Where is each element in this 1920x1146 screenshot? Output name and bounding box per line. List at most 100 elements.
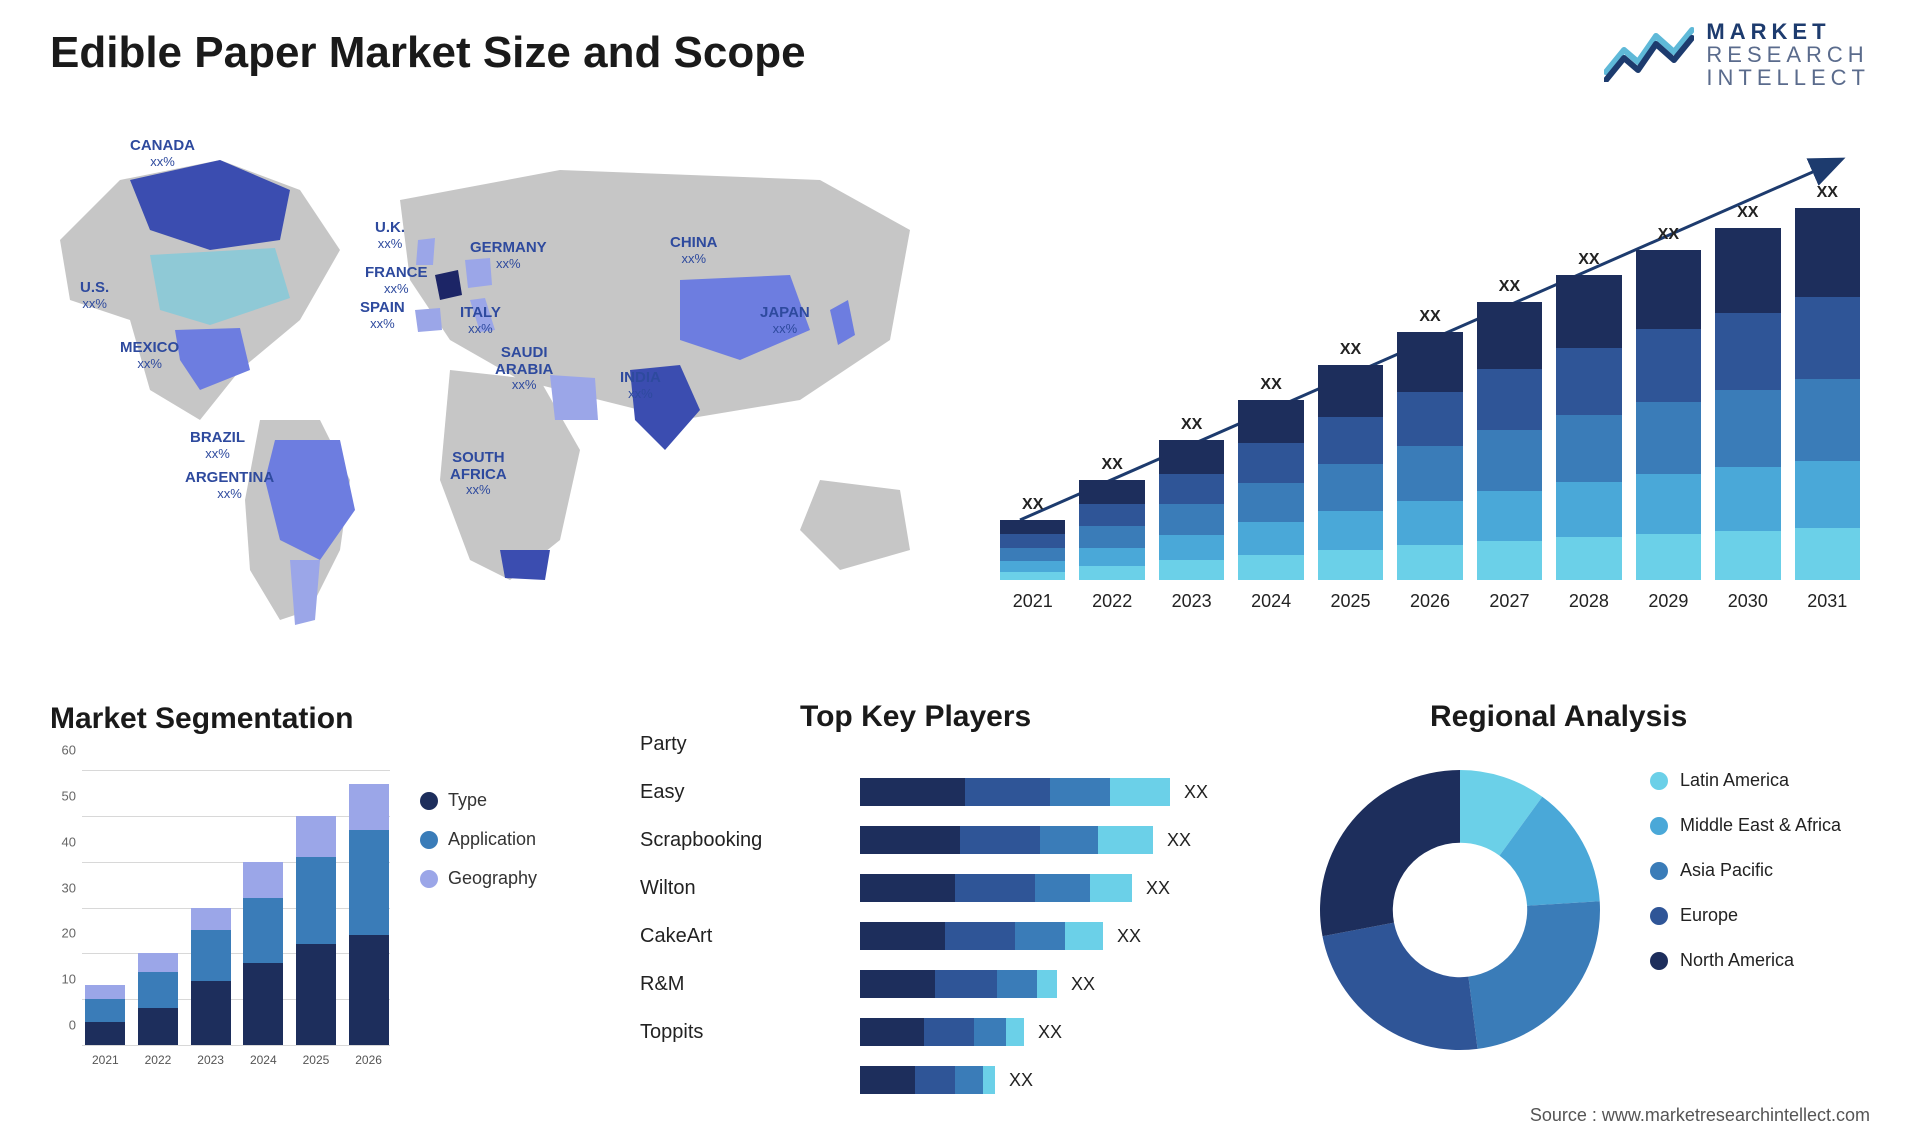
growth-bar-segment — [1000, 561, 1065, 572]
seg-bar: 2023 — [191, 908, 231, 1045]
growth-year-label: 2029 — [1636, 591, 1701, 612]
growth-bar-segment — [1556, 275, 1621, 348]
map-label: SPAINxx% — [360, 300, 405, 331]
seg-bar-segment — [349, 830, 389, 935]
legend-swatch-icon — [420, 870, 438, 888]
growth-bar-segment — [1795, 528, 1860, 580]
player-bar-segment — [924, 1018, 974, 1046]
map-label: BRAZILxx% — [190, 430, 245, 461]
growth-bar-segment — [1159, 440, 1224, 474]
growth-bar-segment — [1636, 474, 1701, 533]
growth-bar-segment — [1397, 392, 1462, 447]
growth-bar-segment — [1556, 348, 1621, 415]
growth-year-label: 2022 — [1079, 591, 1144, 612]
player-bar-row: XX — [860, 1056, 1300, 1104]
map-label: CANADAxx% — [130, 138, 195, 169]
seg-bar-segment — [85, 985, 125, 999]
map-label: ITALYxx% — [460, 305, 501, 336]
page-title: Edible Paper Market Size and Scope — [50, 28, 806, 78]
growth-bar-segment — [1556, 537, 1621, 580]
growth-bar-label: XX — [1419, 308, 1440, 326]
growth-bar-segment — [1238, 555, 1303, 580]
player-bar-segment — [1037, 970, 1057, 998]
seg-bar-segment — [85, 999, 125, 1022]
player-bar-label: XX — [1071, 974, 1095, 995]
seg-bar-segment — [85, 1022, 125, 1045]
player-bar-segment — [860, 922, 945, 950]
seg-bar: 2022 — [138, 953, 178, 1045]
seg-bar: 2021 — [85, 985, 125, 1045]
growth-year-label: 2026 — [1397, 591, 1462, 612]
region-legend-item: Middle East & Africa — [1650, 815, 1841, 836]
player-bar-row: XX — [860, 768, 1300, 816]
seg-bar: 2025 — [296, 816, 336, 1045]
legend-label: Type — [448, 790, 487, 811]
growth-bar-segment — [1238, 522, 1303, 554]
player-bar-segment — [1090, 874, 1132, 902]
seg-legend-item: Application — [420, 829, 600, 850]
growth-bar-segment — [1318, 464, 1383, 511]
logo-icon — [1604, 22, 1694, 87]
regional-donut-chart — [1310, 760, 1610, 1060]
growth-bar-segment — [1397, 332, 1462, 392]
growth-bar-segment — [1159, 535, 1224, 560]
growth-bar-segment — [1477, 302, 1542, 369]
player-bar-segment — [1040, 826, 1098, 854]
seg-legend-item: Geography — [420, 868, 600, 889]
growth-bar-segment — [1715, 228, 1780, 312]
seg-bar-segment — [191, 981, 231, 1045]
donut-slice — [1322, 923, 1477, 1050]
player-name: R&M — [640, 960, 800, 1008]
regional-region: Regional Analysis Latin America Middle Ea… — [1310, 700, 1870, 1100]
map-label: INDIAxx% — [620, 370, 661, 401]
growth-bar: XX — [1477, 278, 1542, 580]
growth-bar-segment — [1159, 504, 1224, 535]
growth-bar-segment — [1477, 491, 1542, 541]
player-name: Toppits — [640, 1008, 800, 1056]
seg-bar-segment — [349, 784, 389, 830]
growth-bar: XX — [1159, 416, 1224, 580]
player-bar-segment — [960, 826, 1040, 854]
map-label: SAUDIARABIAxx% — [495, 345, 553, 392]
growth-bar-segment — [1079, 504, 1144, 526]
growth-bar-label: XX — [1817, 184, 1838, 202]
seg-y-tick: 30 — [62, 880, 76, 895]
seg-year-label: 2023 — [197, 1053, 224, 1067]
player-bar-segment — [915, 1066, 955, 1094]
player-name: Scrapbooking — [640, 816, 800, 864]
legend-swatch-icon — [1650, 862, 1668, 880]
seg-bar-segment — [243, 898, 283, 962]
legend-label: North America — [1680, 950, 1794, 971]
player-name: CakeArt — [640, 912, 800, 960]
growth-bar: XX — [1397, 308, 1462, 580]
growth-bar-segment — [1397, 446, 1462, 501]
player-bar-segment — [1006, 1018, 1024, 1046]
growth-bar-segment — [1238, 400, 1303, 443]
map-label: SOUTHAFRICAxx% — [450, 450, 507, 497]
region-legend-item: Latin America — [1650, 770, 1841, 791]
segmentation-legend: Type Application Geography — [420, 790, 600, 907]
growth-bar-segment — [1000, 534, 1065, 547]
growth-year-label: 2024 — [1238, 591, 1303, 612]
growth-bar: XX — [1795, 184, 1860, 580]
growth-bar: XX — [1556, 251, 1621, 580]
growth-chart: XXXXXXXXXXXXXXXXXXXXXX 20212022202320242… — [1000, 140, 1860, 620]
player-bar-segment — [1035, 874, 1090, 902]
seg-year-label: 2025 — [303, 1053, 330, 1067]
map-label: JAPANxx% — [760, 305, 810, 336]
player-bar-row: XX — [860, 864, 1300, 912]
region-legend-item: Asia Pacific — [1650, 860, 1841, 881]
seg-year-label: 2021 — [92, 1053, 119, 1067]
region-legend-item: Europe — [1650, 905, 1841, 926]
seg-y-tick: 20 — [62, 926, 76, 941]
legend-label: Asia Pacific — [1680, 860, 1773, 881]
growth-bar-segment — [1397, 501, 1462, 546]
regional-title: Regional Analysis — [1430, 700, 1687, 734]
growth-bar-segment — [1079, 480, 1144, 504]
player-bar-segment — [1015, 922, 1065, 950]
map-label: MEXICOxx% — [120, 340, 179, 371]
player-name: Easy — [640, 768, 800, 816]
growth-bar-segment — [1318, 417, 1383, 464]
logo-line-3: INTELLECT — [1706, 66, 1870, 89]
logo-line-2: RESEARCH — [1706, 43, 1870, 66]
